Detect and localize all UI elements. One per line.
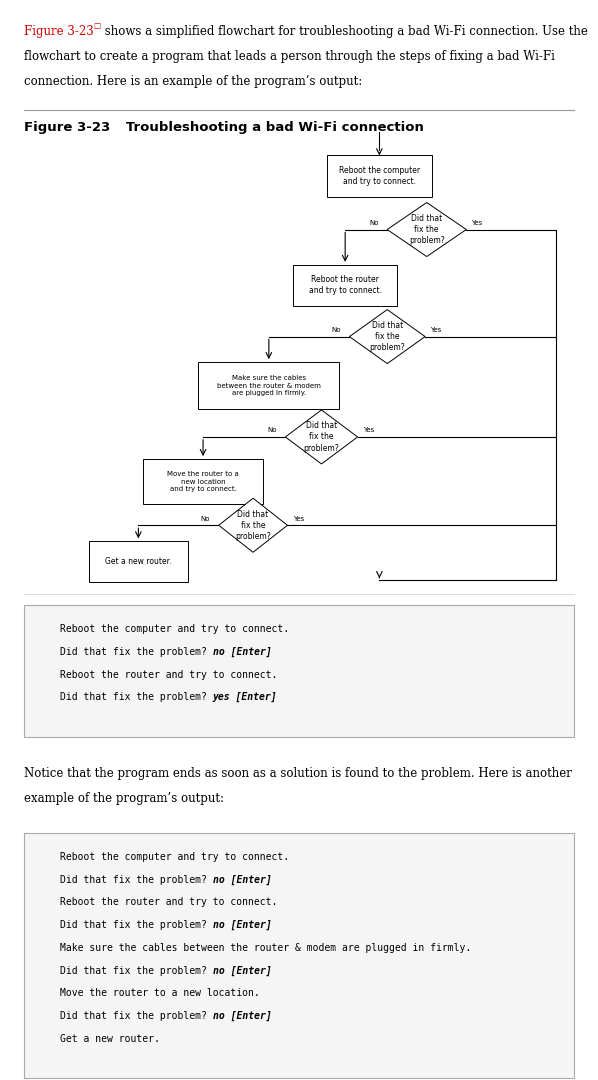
Text: Did that
fix the
problem?: Did that fix the problem? <box>370 321 405 352</box>
Text: Reboot the computer
and try to connect.: Reboot the computer and try to connect. <box>339 166 420 186</box>
Text: no [Enter]: no [Enter] <box>212 647 271 657</box>
FancyBboxPatch shape <box>327 156 432 197</box>
Text: flowchart to create a program that leads a person through the steps of fixing a : flowchart to create a program that leads… <box>24 50 555 63</box>
FancyBboxPatch shape <box>143 459 263 504</box>
Text: Get a new router.: Get a new router. <box>60 1034 160 1043</box>
Text: Yes: Yes <box>471 220 483 226</box>
FancyBboxPatch shape <box>89 541 188 582</box>
Text: Yes: Yes <box>292 516 304 522</box>
Text: Did that
fix the
problem?: Did that fix the problem? <box>235 510 271 541</box>
Text: No: No <box>267 428 277 433</box>
Polygon shape <box>349 310 425 364</box>
Text: Did that fix the problem?: Did that fix the problem? <box>60 875 212 885</box>
Text: Make sure the cables
between the router & modem
are plugged in firmly.: Make sure the cables between the router … <box>217 375 321 396</box>
Text: Reboot the router and try to connect.: Reboot the router and try to connect. <box>60 670 277 679</box>
Text: Did that fix the problem?: Did that fix the problem? <box>60 920 212 930</box>
Text: no [Enter]: no [Enter] <box>212 1011 271 1021</box>
Text: no [Enter]: no [Enter] <box>212 920 271 930</box>
FancyBboxPatch shape <box>198 362 340 409</box>
Text: Figure 3-23: Figure 3-23 <box>24 121 110 134</box>
Text: Figure 3-23: Figure 3-23 <box>24 25 94 38</box>
Text: Get a new router.: Get a new router. <box>105 557 172 566</box>
Text: Did that
fix the
problem?: Did that fix the problem? <box>304 421 339 453</box>
Text: example of the program’s output:: example of the program’s output: <box>24 792 224 805</box>
Text: No: No <box>201 516 210 522</box>
Text: No: No <box>370 220 379 226</box>
FancyBboxPatch shape <box>24 833 574 1078</box>
Text: Did that
fix the
problem?: Did that fix the problem? <box>409 214 444 245</box>
Text: Did that fix the problem?: Did that fix the problem? <box>60 1011 212 1021</box>
Text: yes [Enter]: yes [Enter] <box>212 692 277 702</box>
Text: Did that fix the problem?: Did that fix the problem? <box>60 692 212 702</box>
Text: Yes: Yes <box>363 428 374 433</box>
FancyBboxPatch shape <box>24 605 574 737</box>
FancyBboxPatch shape <box>293 265 398 306</box>
Polygon shape <box>387 203 466 257</box>
Text: no [Enter]: no [Enter] <box>212 875 271 885</box>
Text: shows a simplified flowchart for troubleshooting a bad Wi-Fi connection. Use the: shows a simplified flowchart for trouble… <box>101 25 588 38</box>
Text: Reboot the computer and try to connect.: Reboot the computer and try to connect. <box>60 852 289 862</box>
Text: Move the router to a new location.: Move the router to a new location. <box>60 988 260 998</box>
Text: Make sure the cables between the router & modem are plugged in firmly.: Make sure the cables between the router … <box>60 943 471 953</box>
Text: Did that fix the problem?: Did that fix the problem? <box>60 647 212 657</box>
Text: Yes: Yes <box>430 327 441 333</box>
Text: □: □ <box>94 22 101 29</box>
Text: Reboot the computer and try to connect.: Reboot the computer and try to connect. <box>60 624 289 634</box>
Text: Reboot the router
and try to connect.: Reboot the router and try to connect. <box>309 275 382 295</box>
Text: Move the router to a
new location
and try to connect.: Move the router to a new location and tr… <box>167 471 239 492</box>
Polygon shape <box>219 498 288 552</box>
Text: no [Enter]: no [Enter] <box>212 966 271 975</box>
Text: Notice that the program ends as soon as a solution is found to the problem. Here: Notice that the program ends as soon as … <box>24 767 572 780</box>
Text: Did that fix the problem?: Did that fix the problem? <box>60 966 212 975</box>
Text: No: No <box>331 327 341 333</box>
Polygon shape <box>285 410 358 464</box>
Text: Troubleshooting a bad Wi-Fi connection: Troubleshooting a bad Wi-Fi connection <box>112 121 425 134</box>
Text: connection. Here is an example of the program’s output:: connection. Here is an example of the pr… <box>24 75 362 87</box>
Text: Reboot the router and try to connect.: Reboot the router and try to connect. <box>60 897 277 907</box>
